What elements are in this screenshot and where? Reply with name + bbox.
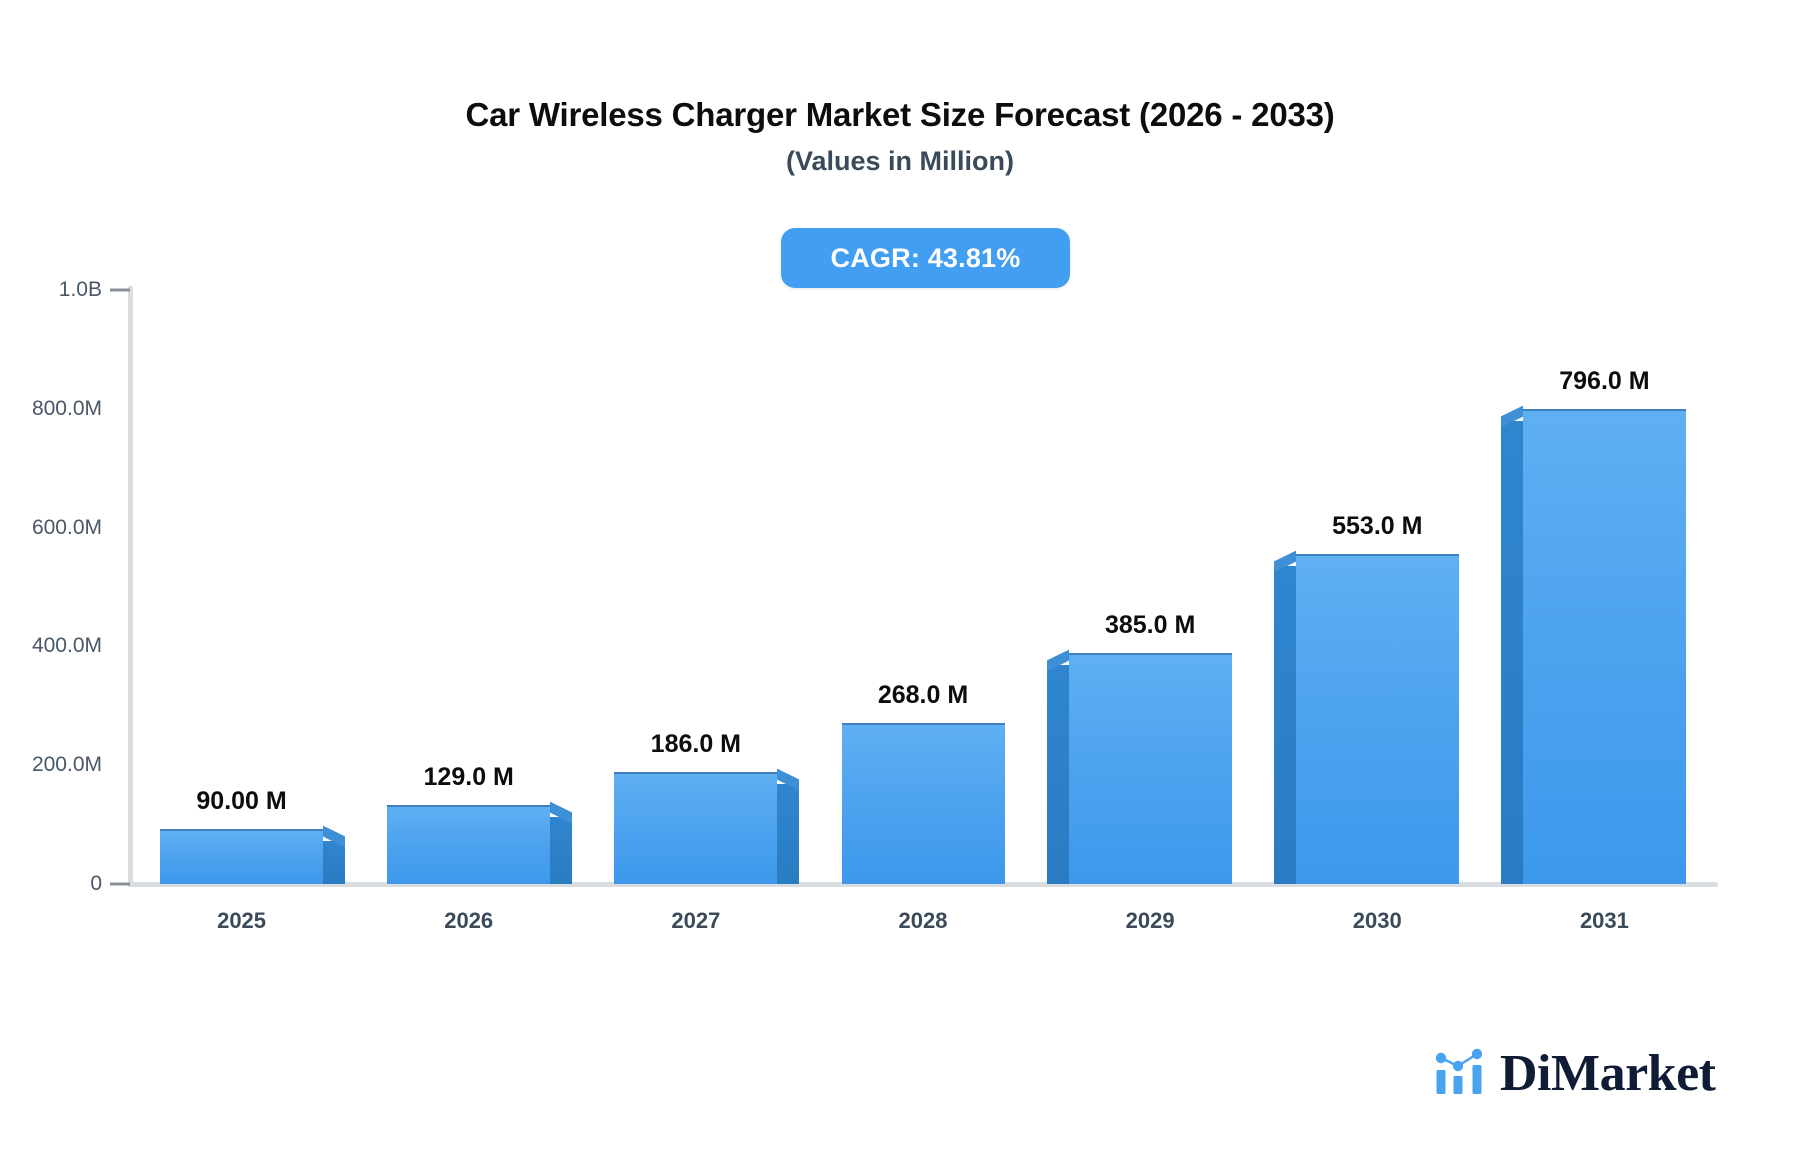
- x-axis-tick-label: 2026: [444, 908, 494, 933]
- title-block: Car Wireless Charger Market Size Forecas…: [0, 96, 1800, 177]
- bar[interactable]: [387, 801, 573, 884]
- bar-value-label: 90.00 M: [196, 786, 287, 815]
- bar-face: [1295, 553, 1459, 884]
- bar-value-label: 796.0 M: [1559, 367, 1650, 396]
- cagr-badge-label: CAGR: 43.81%: [830, 242, 1021, 273]
- brand-name: DiMarket: [1500, 1044, 1716, 1102]
- bar-value-label: 553.0 M: [1332, 511, 1423, 540]
- bar-3d-side: [550, 817, 573, 884]
- x-axis-line: [128, 882, 1718, 887]
- page-title: Car Wireless Charger Market Size Forecas…: [465, 96, 1335, 133]
- bar-3d-side: [777, 783, 800, 884]
- bar-3d-side: [1046, 665, 1069, 884]
- y-axis-line: [128, 286, 133, 886]
- bar[interactable]: [841, 722, 1005, 884]
- cagr-badge: CAGR: 43.81%: [781, 228, 1070, 288]
- y-axis-tick-label: 0: [90, 872, 102, 895]
- y-axis-tick-label: 400.0M: [31, 634, 102, 658]
- bar[interactable]: [160, 825, 346, 884]
- bar-value-label: 186.0 M: [650, 729, 742, 758]
- bar-3d-side: [1500, 421, 1523, 884]
- x-axis-tick-label: 2028: [898, 908, 948, 933]
- bar-face: [841, 722, 1005, 884]
- x-axis-tick-label: 2031: [1579, 908, 1629, 933]
- bar-face: [614, 771, 778, 884]
- y-axis-tick-label: 200.0M: [31, 753, 102, 777]
- bar-face: [160, 828, 324, 884]
- bar-face: [387, 805, 551, 884]
- chart-subtitle: (Values in Million): [785, 145, 1015, 176]
- y-axis-tick-label: 1.0B: [58, 278, 102, 301]
- bar[interactable]: [1273, 550, 1459, 884]
- bar-value-label: 268.0 M: [877, 680, 969, 709]
- x-axis-tick-label: 2029: [1125, 908, 1175, 933]
- bar[interactable]: [614, 768, 800, 884]
- bar-value-label: 385.0 M: [1104, 611, 1196, 640]
- x-axis-tick-label: 2025: [217, 908, 267, 933]
- y-axis-tick-mark: [110, 288, 130, 292]
- y-axis-tick-mark: [110, 882, 130, 886]
- y-axis-tick-label: 600.0M: [31, 515, 102, 539]
- bar-value-label: 129.0 M: [423, 763, 514, 792]
- dimarket-logo: DiMarket: [1432, 1044, 1716, 1102]
- bar[interactable]: [1500, 405, 1686, 884]
- bar-face: [1068, 653, 1232, 884]
- bar[interactable]: [1046, 649, 1232, 884]
- bar-face: [1522, 409, 1686, 884]
- x-axis-tick-label: 2027: [671, 908, 721, 933]
- bar-3d-side: [1273, 565, 1296, 884]
- bar-chart-logo-icon: [1432, 1046, 1488, 1101]
- x-axis-tick-label: 2030: [1352, 908, 1402, 933]
- y-axis-tick-label: 800.0M: [31, 396, 102, 420]
- bar-3d-side: [323, 840, 346, 884]
